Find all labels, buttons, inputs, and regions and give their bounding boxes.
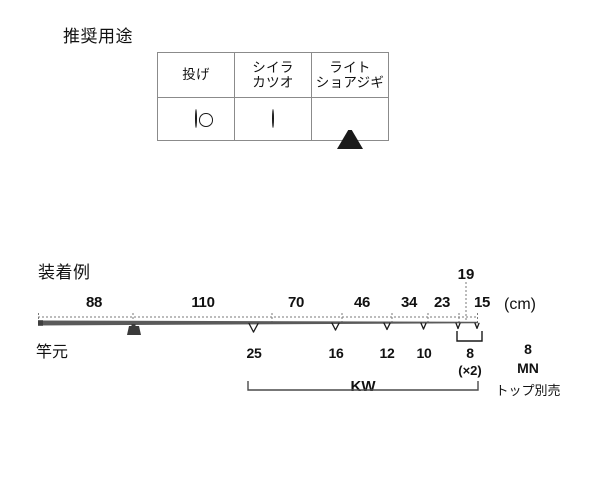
guide-size-12: 12 bbox=[379, 345, 395, 361]
rod-blank bbox=[38, 320, 478, 326]
usage-section-title: 推奨用途 bbox=[63, 27, 133, 46]
segment-length-34: 34 bbox=[400, 294, 418, 311]
mounting-section-title: 装着例 bbox=[38, 263, 91, 282]
tip-guide-size: 8 bbox=[524, 341, 532, 357]
usage-header-line2: ショアジギ bbox=[315, 75, 385, 90]
guide-marker-16 bbox=[331, 322, 340, 331]
tip-guide-type: MN bbox=[517, 360, 539, 376]
tip-guide-note: トップ別売 bbox=[495, 383, 561, 398]
guide-marker-10 bbox=[420, 322, 427, 330]
guide-marker-12 bbox=[383, 322, 391, 331]
usage-symbol-cell-shiira-katsuo bbox=[234, 97, 312, 141]
tip-span-19: 19 bbox=[457, 266, 475, 283]
usage-symbol-cell-light-shorejigging bbox=[311, 97, 389, 149]
guide-size-10: 10 bbox=[416, 345, 432, 361]
guide-marker-8a bbox=[455, 322, 461, 330]
kw-section-label: KW bbox=[345, 378, 381, 395]
usage-header-cell-nage: 投げ bbox=[157, 52, 235, 98]
guide-size-16: 16 bbox=[328, 345, 344, 361]
guide-marker-25 bbox=[248, 322, 259, 333]
usage-header-line2: カツオ bbox=[252, 75, 294, 90]
usage-table: 投げ シイラ カツオ ライト ショアジギ bbox=[157, 52, 389, 149]
reel-seat-icon bbox=[127, 324, 141, 335]
guide-marker-group bbox=[248, 322, 480, 333]
guide-8-bracket bbox=[456, 331, 483, 342]
usage-table-header-row: 投げ シイラ カツオ ライト ショアジギ bbox=[157, 52, 389, 98]
usage-header-cell-light-shorejigging: ライト ショアジギ bbox=[311, 52, 389, 98]
unit-label: (cm) bbox=[504, 296, 536, 313]
segment-length-15: 15 bbox=[473, 294, 491, 311]
guide-size-8: 8 bbox=[466, 345, 474, 361]
segment-length-46: 46 bbox=[353, 294, 371, 311]
usage-header-cell-shiira-katsuo: シイラ カツオ bbox=[234, 52, 312, 98]
usage-header-line1: 投げ bbox=[182, 67, 210, 83]
usage-header-line1: シイラ bbox=[252, 59, 294, 75]
segment-length-23: 23 bbox=[433, 294, 451, 311]
usage-symbol-cell-nage bbox=[157, 97, 235, 141]
usage-header-line1: ライト bbox=[329, 59, 371, 75]
guide-size-25: 25 bbox=[246, 345, 262, 361]
guide-marker-8b bbox=[474, 322, 480, 329]
usage-table-symbol-row bbox=[157, 97, 389, 149]
guide-multiplier-label: (×2) bbox=[458, 363, 482, 378]
segment-length-88: 88 bbox=[85, 294, 103, 311]
segment-length-70: 70 bbox=[287, 294, 305, 311]
measure-tick-group bbox=[38, 313, 478, 325]
segment-length-110: 110 bbox=[191, 294, 215, 311]
rod-butt-label: 竿元 bbox=[36, 344, 69, 361]
rod-butt-cap bbox=[38, 320, 43, 326]
